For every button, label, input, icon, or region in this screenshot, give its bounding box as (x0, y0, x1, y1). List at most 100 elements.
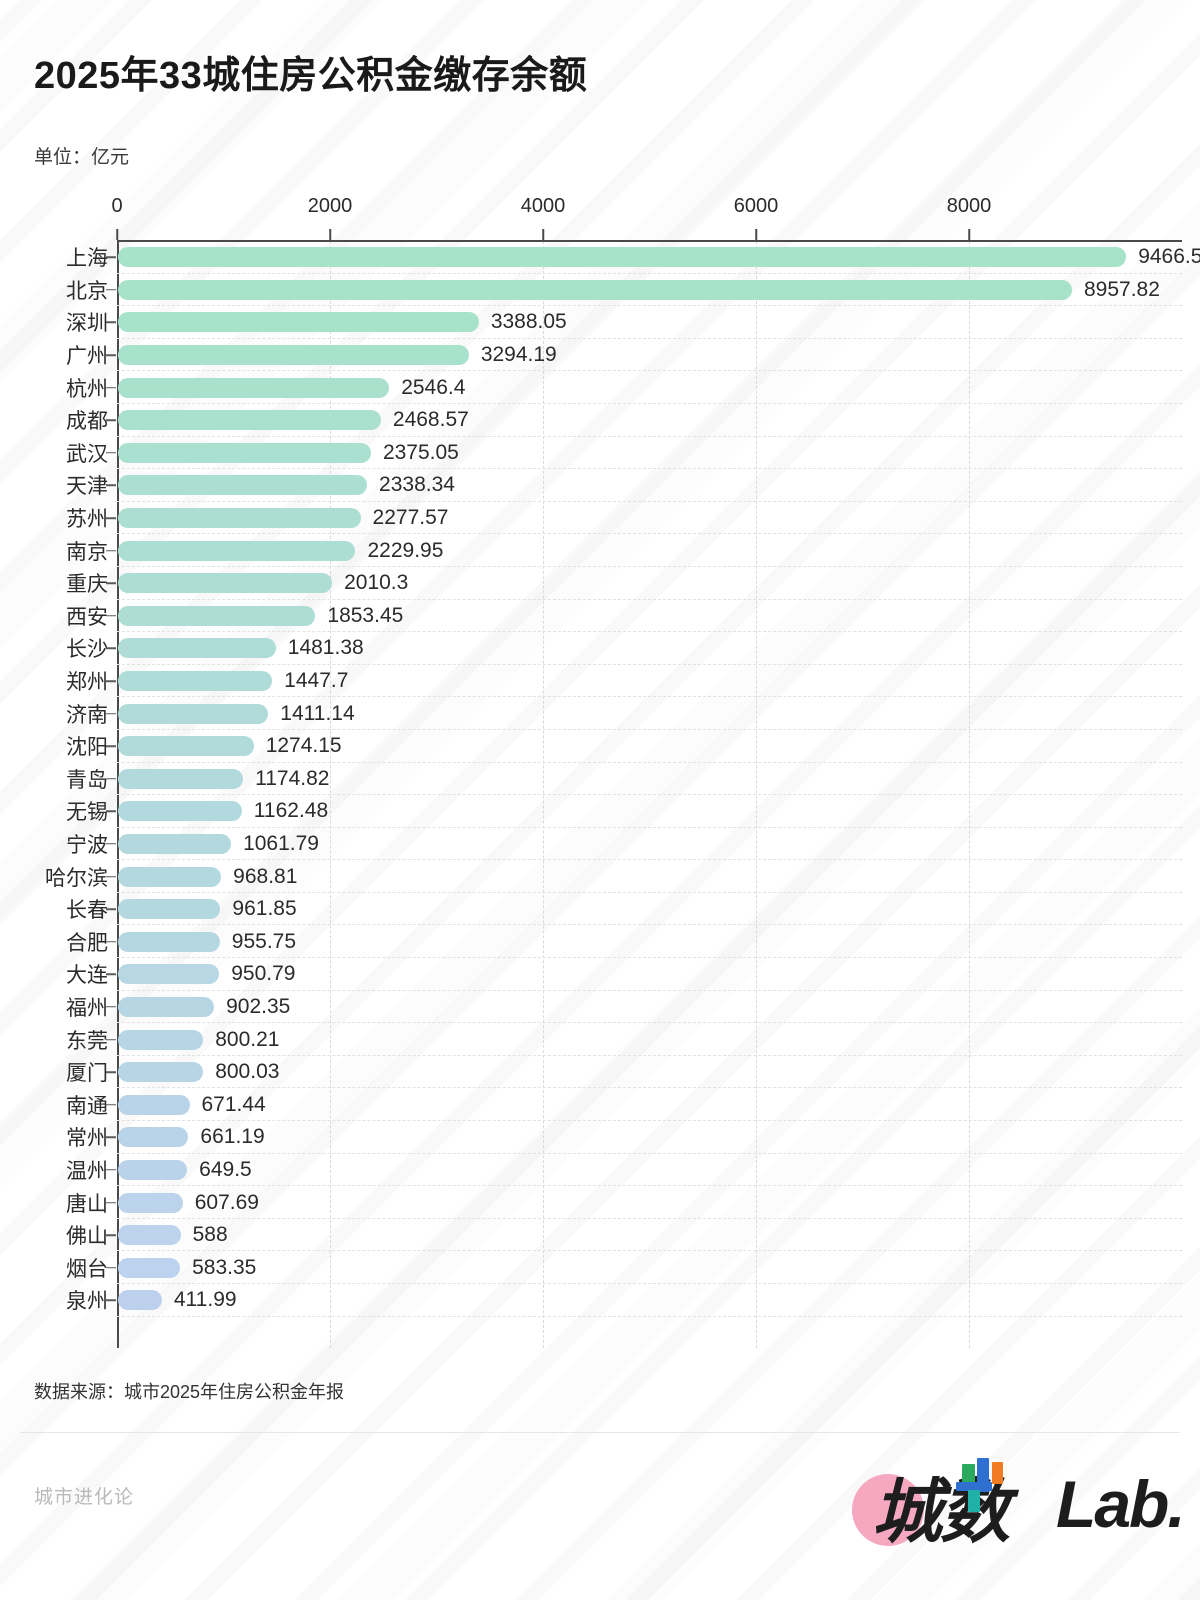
row-separator (117, 533, 1182, 535)
bar-value-label: 2010.3 (344, 571, 409, 595)
y-tick-mark (106, 452, 116, 454)
row-separator (117, 696, 1182, 698)
y-tick-mark (106, 778, 116, 780)
y-tick-mark (106, 810, 116, 813)
category-label: 大连 (66, 964, 108, 988)
bar-row: 长沙 1481.38 (0, 632, 1200, 665)
row-separator (117, 957, 1182, 959)
y-tick-mark (106, 745, 116, 747)
category-label: 宁波 (66, 833, 108, 857)
bar-row: 哈尔滨 968.81 (0, 860, 1200, 893)
x-axis-line (117, 240, 1182, 242)
row-separator (117, 1283, 1182, 1284)
bar-row: 杭州 2546.4 (0, 371, 1200, 404)
category-label: 武汉 (66, 442, 108, 466)
brand-name: 城市进化论 (34, 1487, 135, 1508)
row-separator (117, 370, 1182, 372)
category-label: 天津 (66, 475, 108, 499)
bar-row: 重庆 2010.3 (0, 567, 1200, 600)
category-label: 温州 (66, 1159, 108, 1183)
bar-value-label: 902.35 (226, 994, 291, 1018)
bar-value-label: 955.75 (231, 929, 297, 953)
data-source-note: 数据来源：城市2025年住房公积金年报 (34, 1382, 345, 1402)
bar-row: 武汉 2375.05 (0, 437, 1200, 470)
bar-row: 青岛 1174.82 (0, 763, 1200, 796)
y-tick-mark (106, 680, 116, 682)
bar-value-label: 1481.38 (287, 636, 364, 660)
bar (118, 540, 356, 561)
bar (118, 833, 232, 854)
x-tick-label: 2000 (307, 195, 353, 217)
x-tick-label: 6000 (733, 195, 779, 217)
bar-row: 济南 1411.14 (0, 697, 1200, 730)
row-separator (117, 891, 1182, 893)
row-separator (117, 1087, 1182, 1089)
bar-value-label: 2375.05 (382, 440, 459, 464)
bar-value-label: 3388.05 (490, 310, 567, 334)
bar-row: 广州 3294.19 (0, 339, 1200, 372)
bar-row: 南京 2229.95 (0, 534, 1200, 567)
bar-value-label: 1447.7 (284, 669, 349, 693)
y-tick-mark (106, 973, 116, 976)
y-tick-mark (106, 419, 116, 422)
bar (118, 1290, 162, 1311)
bar-row: 泉州 411.99 (0, 1284, 1200, 1317)
bar-row: 宁波 1061.79 (0, 828, 1200, 861)
y-tick-mark (106, 1103, 116, 1106)
row-separator (117, 1185, 1182, 1187)
x-tick-label: 0 (111, 195, 123, 217)
bar-value-label: 1162.48 (253, 799, 329, 823)
category-label: 重庆 (66, 573, 108, 597)
category-label: 苏州 (66, 508, 108, 532)
bar-value-label: 1174.82 (255, 766, 330, 790)
category-label: 广州 (66, 345, 108, 369)
bar-row: 上海 9466.59 (0, 241, 1200, 274)
x-tick-mark (116, 229, 118, 240)
bar (118, 1062, 204, 1083)
x-tick-mark (542, 229, 544, 240)
category-label: 上海 (66, 247, 108, 271)
row-separator (117, 989, 1182, 991)
bar-row: 沈阳 1274.15 (0, 730, 1200, 763)
row-separator (117, 1054, 1182, 1056)
bar (118, 573, 333, 594)
bar (118, 1192, 183, 1213)
bar (118, 442, 371, 463)
y-tick-mark (106, 1299, 116, 1302)
y-tick-mark (106, 1006, 116, 1008)
bar (118, 377, 390, 398)
row-separator (117, 663, 1182, 665)
y-tick-mark (106, 386, 116, 389)
category-label: 厦门 (66, 1062, 108, 1086)
bar-value-label: 2468.57 (392, 408, 469, 432)
bar-value-label: 588 (192, 1223, 228, 1247)
bar-value-label: 607.69 (194, 1190, 259, 1214)
bar-value-label: 2229.95 (367, 538, 444, 562)
category-label: 济南 (66, 703, 108, 727)
y-tick-mark (106, 908, 116, 910)
bar (118, 866, 222, 887)
bar-row: 大连 950.79 (0, 958, 1200, 991)
bar (118, 801, 242, 822)
bar (118, 1127, 189, 1148)
bar-row: 北京 8957.82 (0, 274, 1200, 307)
bar (118, 964, 220, 985)
row-separator (117, 924, 1182, 926)
row-separator (117, 1152, 1182, 1154)
row-separator (117, 1315, 1182, 1317)
bar-row: 温州 649.5 (0, 1154, 1200, 1187)
logo-chip (956, 1482, 992, 1491)
bar-value-label: 9466.59 (1138, 245, 1200, 269)
bar-value-label: 1411.14 (280, 701, 355, 725)
bar-value-label: 2338.34 (379, 473, 455, 497)
y-tick-mark (106, 549, 116, 552)
logo-pink-circle (852, 1474, 924, 1546)
bar-value-label: 2546.4 (401, 375, 466, 399)
bar (118, 638, 276, 659)
bar-value-label: 649.5 (199, 1157, 252, 1181)
bar-row: 合肥 955.75 (0, 925, 1200, 959)
bar-value-label: 411.99 (173, 1288, 237, 1312)
y-tick-mark (106, 321, 116, 324)
category-label: 唐山 (66, 1192, 108, 1216)
category-label: 无锡 (66, 801, 108, 825)
